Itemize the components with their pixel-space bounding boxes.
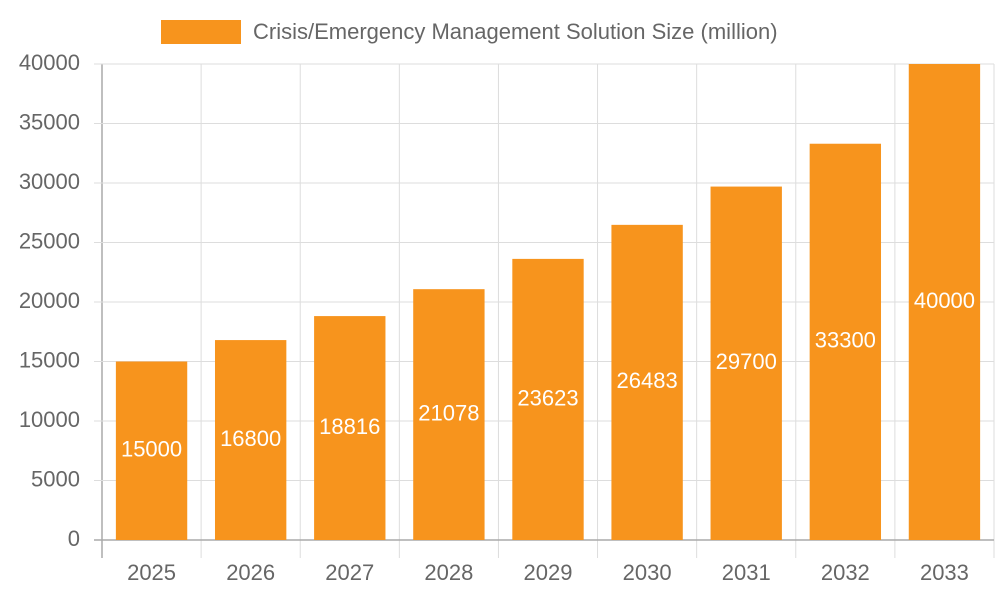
data-label: 23623 — [517, 385, 578, 410]
data-label: 15000 — [121, 437, 182, 462]
bar — [512, 258, 584, 540]
x-tick-label: 2027 — [325, 560, 374, 585]
x-tick-label: 2029 — [524, 560, 573, 585]
bar — [214, 340, 287, 540]
y-tick-label: 20000 — [19, 288, 80, 313]
x-tick-label: 2033 — [920, 560, 969, 585]
y-tick-label: 0 — [68, 526, 80, 551]
bar — [908, 64, 981, 540]
legend-swatch — [161, 20, 241, 44]
y-tick-label: 30000 — [19, 169, 80, 194]
bar — [314, 316, 386, 540]
data-label: 16800 — [220, 426, 281, 451]
x-tick-label: 2030 — [623, 560, 672, 585]
bar — [710, 186, 782, 540]
x-tick-label: 2025 — [127, 560, 176, 585]
bar — [413, 289, 485, 540]
data-label: 21078 — [418, 400, 479, 425]
data-label: 18816 — [319, 414, 380, 439]
x-tick-label: 2031 — [722, 560, 771, 585]
y-tick-label: 25000 — [19, 228, 80, 253]
y-tick-label: 35000 — [19, 109, 80, 134]
bar — [115, 361, 188, 540]
data-label: 40000 — [914, 288, 975, 313]
y-tick-label: 15000 — [19, 347, 80, 372]
y-tick-label: 40000 — [19, 50, 80, 75]
x-tick-label: 2032 — [821, 560, 870, 585]
data-label: 26483 — [617, 368, 678, 393]
legend-label: Crisis/Emergency Management Solution Siz… — [253, 19, 778, 44]
x-tick-label: 2026 — [226, 560, 275, 585]
x-tick-label: 2028 — [424, 560, 473, 585]
y-tick-label: 10000 — [19, 407, 80, 432]
bar — [809, 143, 882, 541]
data-label: 29700 — [716, 349, 777, 374]
bar — [611, 224, 683, 540]
y-tick-label: 5000 — [31, 466, 80, 491]
data-label: 33300 — [815, 328, 876, 353]
